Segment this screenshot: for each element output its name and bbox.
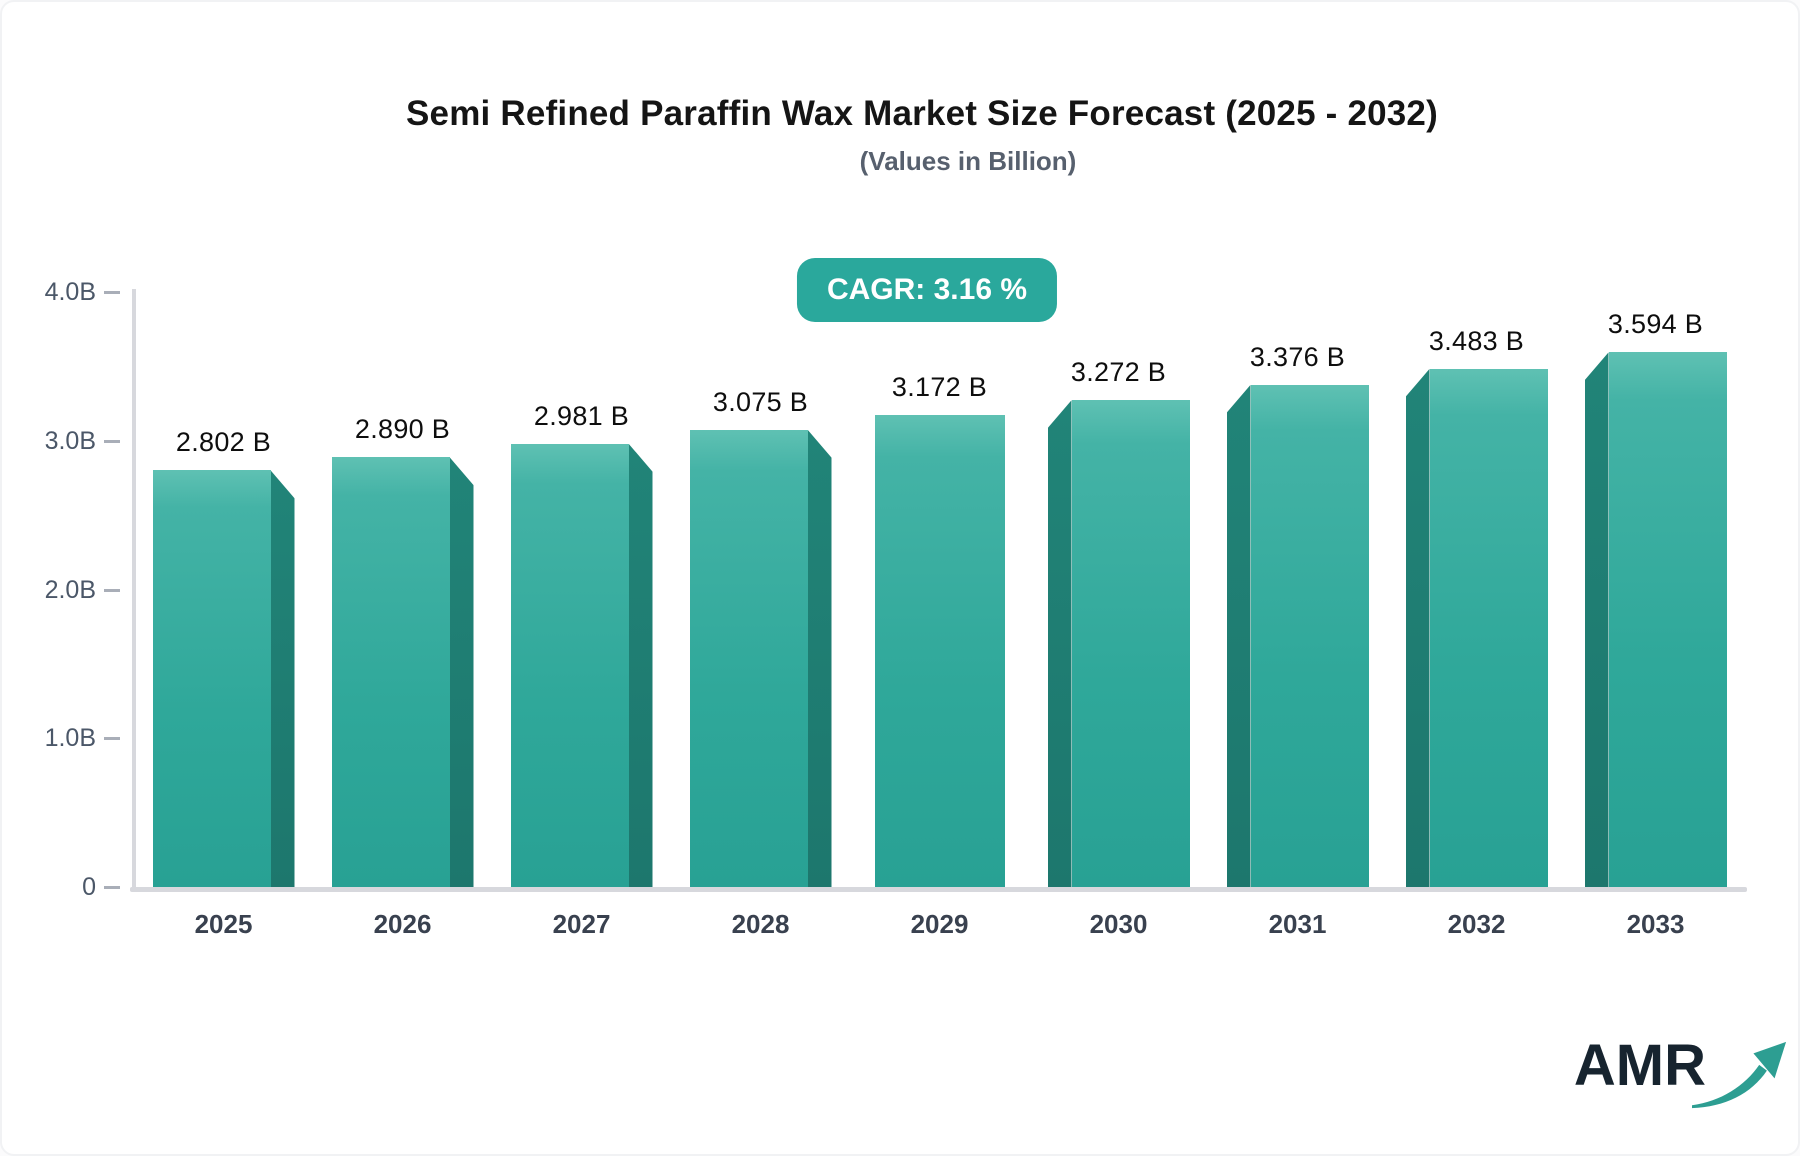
y-tick-label: 4.0B bbox=[44, 278, 96, 306]
bar-face bbox=[1071, 400, 1190, 887]
bar-face bbox=[689, 429, 808, 887]
bar-column: 3.376 B 2031 bbox=[1208, 292, 1387, 939]
bar-depth-side bbox=[449, 457, 474, 887]
y-tick-mark bbox=[104, 588, 120, 592]
y-tick-label: 3.0B bbox=[44, 426, 96, 455]
bar-column: 3.172 B 2029 bbox=[850, 292, 1029, 939]
bar-value-label: 3.075 B bbox=[712, 386, 809, 417]
chart-subtitle: (Values in Billion) bbox=[859, 146, 1077, 176]
bar-face bbox=[1429, 368, 1548, 887]
plot-area: 4.0B 3.0B 2.0B 1.0B 0 2.802 B 2025 2.890 B 2026… bbox=[45, 278, 1747, 939]
bar-depth-side bbox=[1047, 400, 1072, 887]
x-axis-line bbox=[130, 887, 1747, 892]
bar-2032[interactable] bbox=[1405, 368, 1548, 887]
bar-column: 2.981 B 2027 bbox=[492, 292, 671, 939]
bar-value-label: 3.483 B bbox=[1428, 325, 1525, 356]
x-axis-label-2033: 2033 bbox=[1626, 909, 1685, 939]
bar-value-label: 3.172 B bbox=[891, 372, 988, 403]
bar-face bbox=[1608, 352, 1727, 887]
amr-logo: AMR bbox=[1573, 1033, 1786, 1109]
bar-column: 3.272 B 2030 bbox=[1029, 292, 1208, 939]
bar-face bbox=[874, 415, 1005, 887]
bar-2026[interactable] bbox=[331, 457, 474, 887]
chart-title: Semi Refined Paraffin Wax Market Size Fo… bbox=[406, 94, 1438, 133]
bar-depth-side bbox=[807, 429, 832, 887]
bar-face bbox=[510, 443, 629, 887]
bar-2025[interactable] bbox=[152, 470, 295, 887]
bar-depth-side bbox=[270, 470, 295, 887]
x-axis-label-2027: 2027 bbox=[552, 909, 611, 939]
bar-value-label: 3.272 B bbox=[1070, 357, 1167, 388]
bar-value-label: 3.376 B bbox=[1249, 341, 1346, 372]
cagr-badge: CAGR: 3.16 % bbox=[796, 258, 1058, 322]
bar-column: 3.483 B 2032 bbox=[1387, 292, 1566, 939]
y-tick-mark bbox=[104, 439, 120, 443]
x-axis-label-2031: 2031 bbox=[1268, 909, 1327, 939]
bar-value-label: 2.890 B bbox=[354, 414, 451, 445]
bar-2033[interactable] bbox=[1584, 352, 1727, 887]
bar-column: 3.075 B 2028 bbox=[671, 292, 850, 939]
bar-2028[interactable] bbox=[689, 429, 832, 887]
bar-value-label: 2.981 B bbox=[533, 400, 630, 431]
bar-depth-side bbox=[628, 443, 653, 887]
bar-2029[interactable] bbox=[874, 415, 1005, 887]
x-axis-label-2032: 2032 bbox=[1447, 909, 1506, 939]
y-tick-label: 1.0B bbox=[44, 724, 96, 753]
x-axis-label-2030: 2030 bbox=[1089, 909, 1148, 939]
amr-logo-text: AMR bbox=[1573, 1033, 1706, 1098]
bar-face bbox=[152, 470, 271, 887]
bar-2030[interactable] bbox=[1047, 400, 1190, 887]
x-axis-label-2029: 2029 bbox=[910, 909, 969, 939]
x-axis-label-2028: 2028 bbox=[731, 909, 790, 939]
x-axis-label-2025: 2025 bbox=[194, 909, 253, 939]
y-tick-label: 2.0B bbox=[44, 575, 96, 604]
bar-column: 3.594 B 2033 bbox=[1566, 292, 1745, 939]
bar-face bbox=[1250, 384, 1369, 887]
bar-value-label: 2.802 B bbox=[175, 427, 272, 458]
bar-value-label: 3.594 B bbox=[1607, 309, 1704, 340]
bar-depth-side bbox=[1405, 368, 1430, 887]
y-tick-mark bbox=[104, 291, 120, 294]
bar-column: 2.802 B 2025 bbox=[134, 292, 313, 939]
bar-2027[interactable] bbox=[510, 443, 653, 887]
x-axis-label-2026: 2026 bbox=[373, 909, 432, 939]
growth-arrow-icon bbox=[1691, 1041, 1786, 1109]
bar-face bbox=[331, 457, 450, 887]
bar-columns: 2.802 B 2025 2.890 B 2026 2.981 B 2027 3.075 B… bbox=[134, 292, 1745, 939]
y-tick-mark bbox=[104, 737, 120, 741]
y-axis-line bbox=[132, 289, 136, 890]
y-tick-mark bbox=[104, 886, 120, 889]
bar-depth-side bbox=[1584, 352, 1609, 887]
bar-2031[interactable] bbox=[1226, 384, 1369, 887]
y-tick-label: 0 bbox=[82, 873, 96, 901]
bar-depth-side bbox=[1226, 384, 1251, 887]
bar-column: 2.890 B 2026 bbox=[313, 292, 492, 939]
